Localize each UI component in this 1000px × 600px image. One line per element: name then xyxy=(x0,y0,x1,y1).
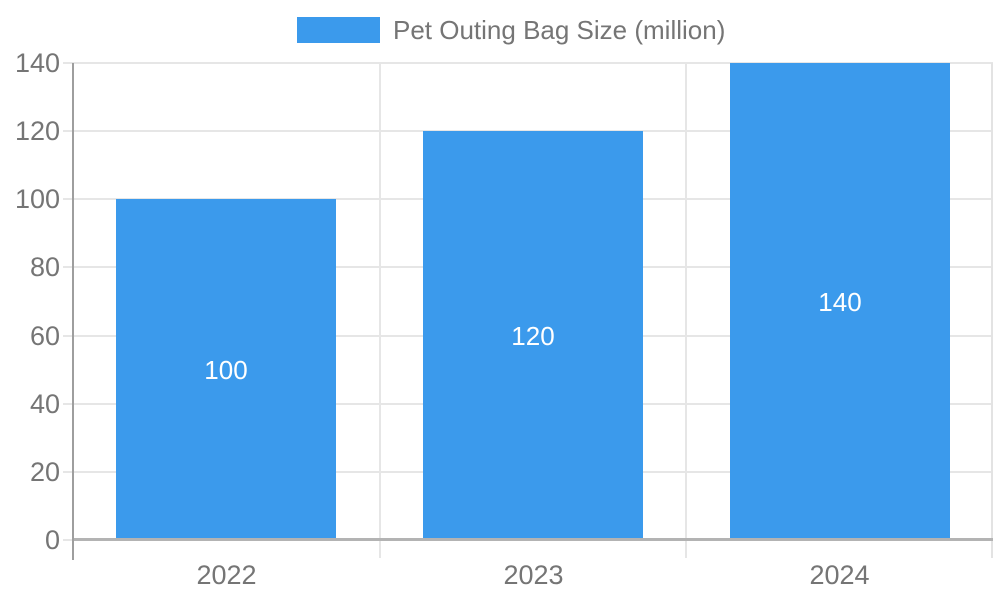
bar-2023[interactable] xyxy=(423,131,643,540)
ytick-mark-140 xyxy=(63,62,73,64)
ytick-mark-60 xyxy=(63,335,73,337)
plot-right-border xyxy=(991,63,993,558)
chart-legend: Pet Outing Bag Size (million) xyxy=(297,14,726,45)
bar-2022[interactable] xyxy=(116,199,336,540)
xtick-label-2023: 2023 xyxy=(503,560,564,590)
ytick-label-40: 40 xyxy=(29,389,60,419)
bar-2024[interactable] xyxy=(730,63,950,540)
ytick-label-100: 100 xyxy=(14,184,60,214)
ytick-label-120: 120 xyxy=(14,116,60,146)
x-axis-line xyxy=(73,538,993,541)
bar-label-2023: 120 xyxy=(511,321,555,351)
ytick-mark-80 xyxy=(63,266,73,268)
ytick-label-60: 60 xyxy=(29,321,60,351)
gridline-h-140 xyxy=(73,62,993,64)
ytick-mark-0 xyxy=(63,539,73,541)
xtick-label-2022: 2022 xyxy=(196,560,257,590)
gridline-v-2 xyxy=(685,63,687,540)
xtick-label-2024: 2024 xyxy=(809,560,870,590)
legend-label[interactable]: Pet Outing Bag Size (million) xyxy=(393,14,726,45)
legend-swatch[interactable] xyxy=(297,17,380,43)
ytick-mark-20 xyxy=(63,471,73,473)
xtick-mark-1 xyxy=(379,540,381,558)
ytick-label-80: 80 xyxy=(29,252,60,282)
ytick-label-140: 140 xyxy=(14,48,60,78)
xtick-mark-2 xyxy=(685,540,687,558)
ytick-label-20: 20 xyxy=(29,457,60,487)
bar-label-2024: 140 xyxy=(818,287,862,317)
ytick-mark-100 xyxy=(63,198,73,200)
ytick-label-0: 0 xyxy=(44,525,60,555)
ytick-mark-40 xyxy=(63,403,73,405)
ytick-mark-120 xyxy=(63,130,73,132)
bar-label-2022: 100 xyxy=(204,355,248,385)
y-axis-line xyxy=(72,63,74,560)
gridline-v-1 xyxy=(379,63,381,540)
